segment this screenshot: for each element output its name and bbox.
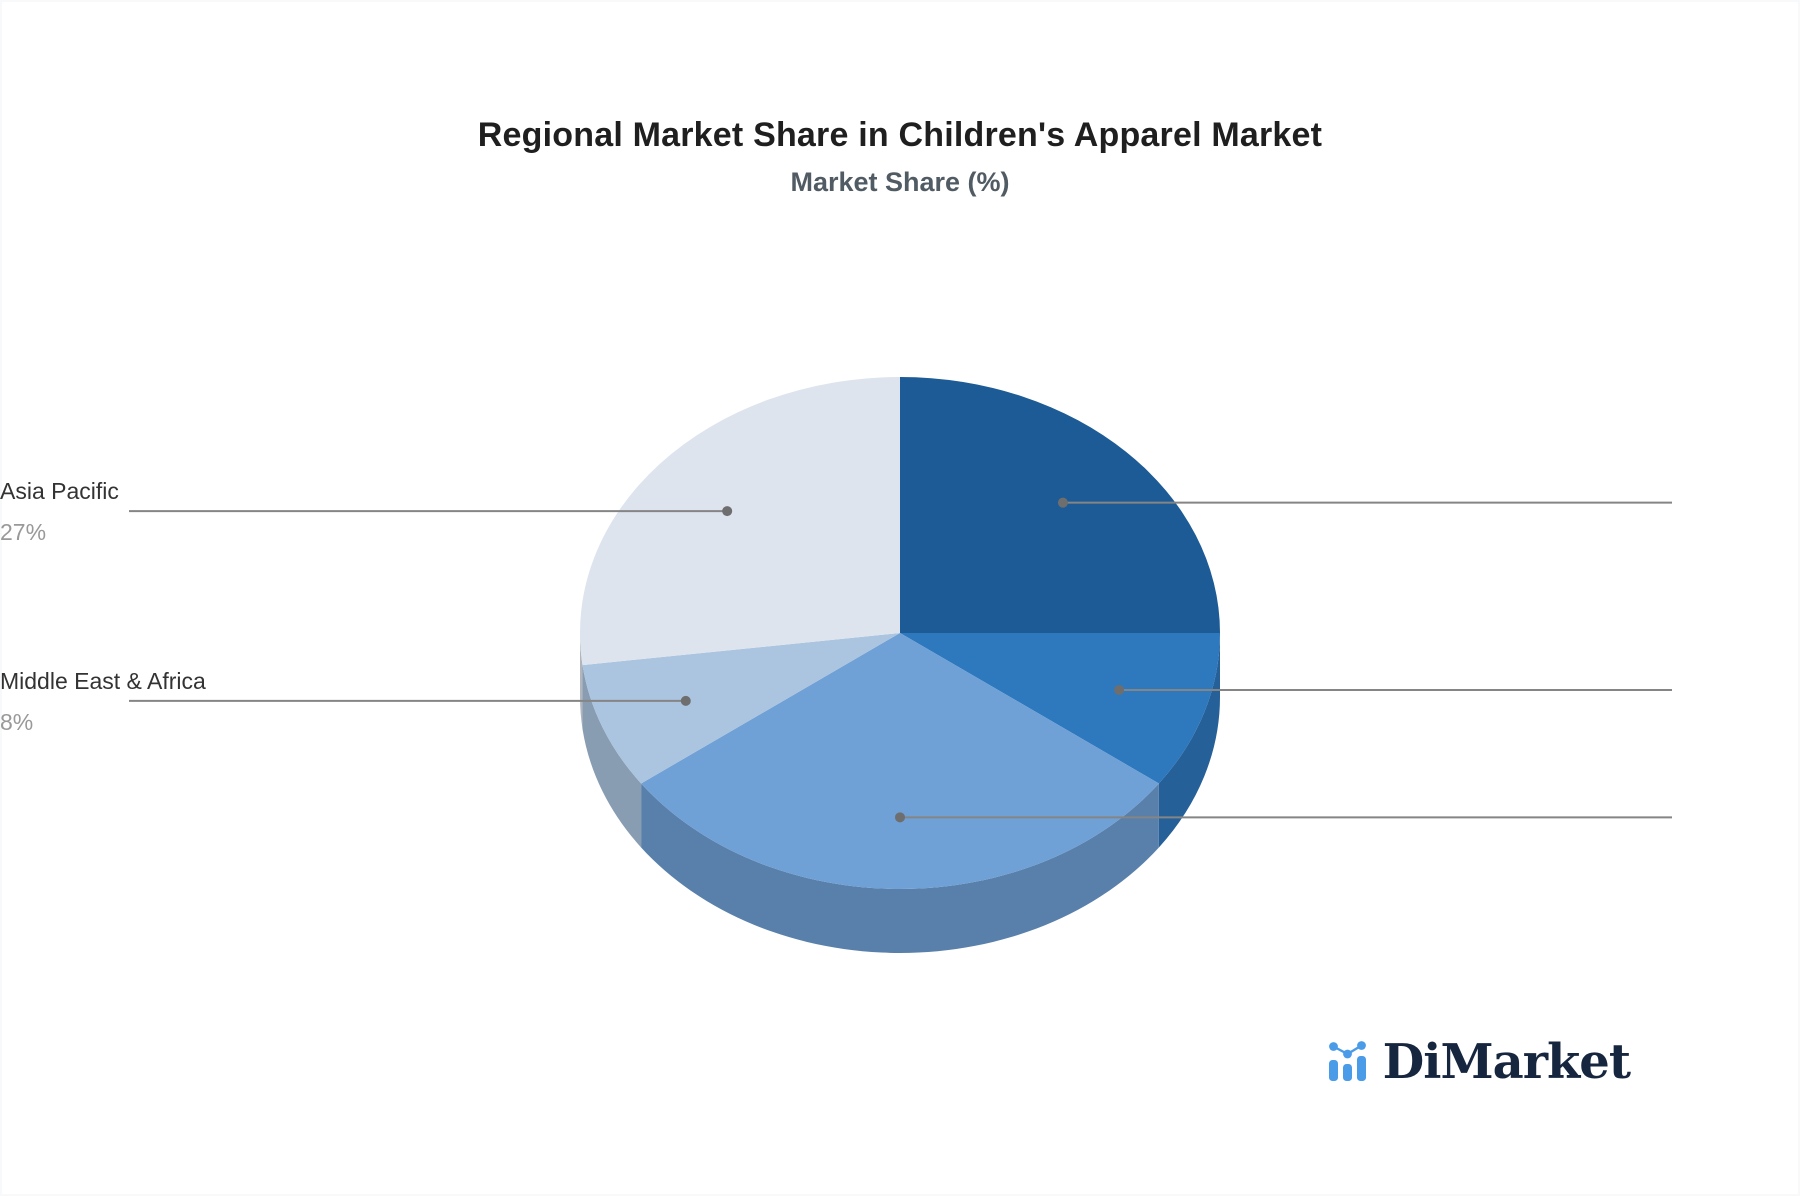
leader-dot-middle-east-africa: [680, 695, 691, 706]
leader-dot-north-america: [1057, 497, 1068, 508]
pie-slice-side-middle-east-africa: [582, 665, 642, 848]
leader-dot-asia-pacific: [722, 506, 733, 517]
pie-slice-asia-pacific[interactable]: [580, 377, 900, 666]
pie-slice-europe[interactable]: [641, 633, 1159, 889]
brand-logo: DiMarket: [1328, 1034, 1631, 1090]
pie-slice-side-south-america: [1158, 633, 1220, 848]
slice-percent: 27%: [0, 519, 47, 546]
leader-dot-europe: [895, 812, 905, 823]
pie-slice-middle-east-africa[interactable]: [582, 633, 900, 784]
pie-slice-side-asia-pacific: [580, 633, 583, 730]
bar-line-chart-icon: [1328, 1041, 1366, 1081]
slice-label: Middle East & Africa: [0, 667, 206, 694]
slice-percent: 8%: [0, 708, 34, 735]
pie-slice-south-america[interactable]: [900, 633, 1220, 784]
slice-label: Asia Pacific: [0, 478, 119, 505]
leader-dot-south-america: [1114, 684, 1125, 695]
chart-title: Regional Market Share in Children's Appa…: [477, 116, 1323, 154]
brand-logo-text: DiMarket: [1382, 1034, 1631, 1090]
chart-subtitle: Market Share (%): [790, 167, 1010, 197]
pie-slice-side-europe: [641, 783, 1159, 953]
